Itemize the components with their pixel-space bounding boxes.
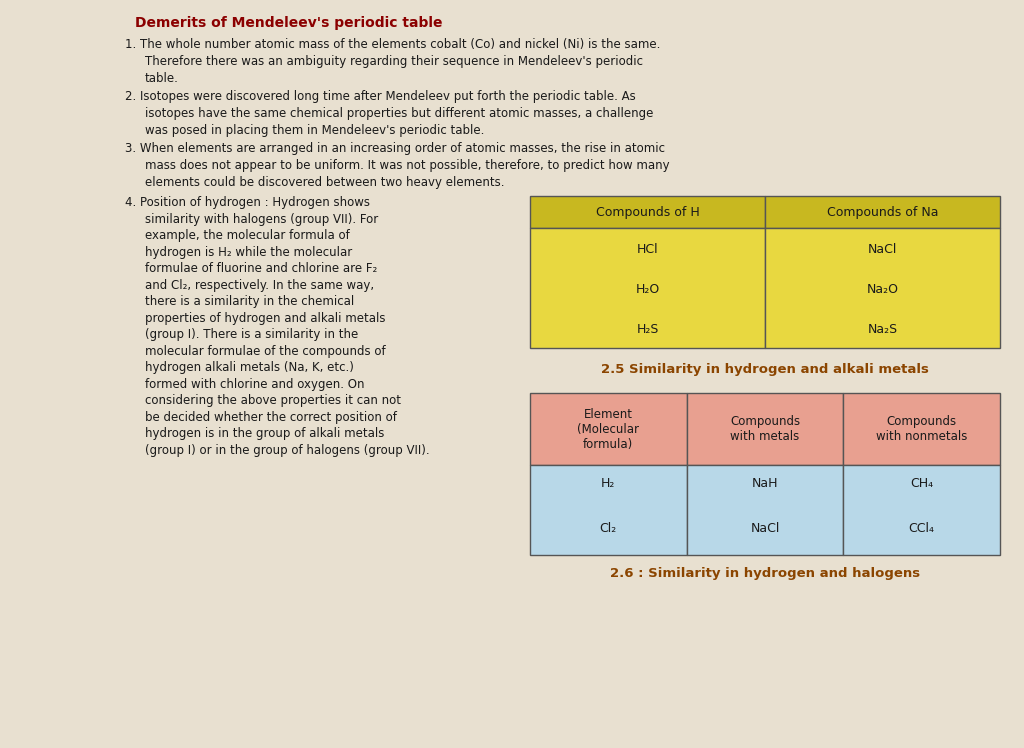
Text: properties of hydrogen and alkali metals: properties of hydrogen and alkali metals <box>145 311 385 325</box>
Text: Compounds of Na: Compounds of Na <box>826 206 938 218</box>
Text: CCl₄: CCl₄ <box>908 522 935 535</box>
FancyBboxPatch shape <box>530 196 765 228</box>
FancyBboxPatch shape <box>687 393 844 465</box>
Text: Therefore there was an ambiguity regarding their sequence in Mendeleev's periodi: Therefore there was an ambiguity regardi… <box>145 55 643 68</box>
Text: Demerits of Mendeleev's periodic table: Demerits of Mendeleev's periodic table <box>135 16 442 30</box>
Text: 2. Isotopes were discovered long time after Mendeleev put forth the periodic tab: 2. Isotopes were discovered long time af… <box>125 90 636 103</box>
FancyBboxPatch shape <box>530 228 765 348</box>
Text: mass does not appear to be uniform. It was not possible, therefore, to predict h: mass does not appear to be uniform. It w… <box>145 159 670 172</box>
Text: Compounds
with metals: Compounds with metals <box>730 415 800 443</box>
FancyBboxPatch shape <box>844 393 1000 465</box>
Text: 2.5 Similarity in hydrogen and alkali metals: 2.5 Similarity in hydrogen and alkali me… <box>601 363 929 376</box>
Text: (group I). There is a similarity in the: (group I). There is a similarity in the <box>145 328 358 341</box>
Text: Cl₂: Cl₂ <box>600 522 616 535</box>
Text: H₂: H₂ <box>601 477 615 490</box>
Text: isotopes have the same chemical properties but different atomic masses, a challe: isotopes have the same chemical properti… <box>145 107 653 120</box>
Text: NaH: NaH <box>752 477 778 490</box>
Text: hydrogen is H₂ while the molecular: hydrogen is H₂ while the molecular <box>145 245 352 259</box>
Text: was posed in placing them in Mendeleev's periodic table.: was posed in placing them in Mendeleev's… <box>145 124 484 137</box>
FancyBboxPatch shape <box>530 465 687 555</box>
Text: there is a similarity in the chemical: there is a similarity in the chemical <box>145 295 354 308</box>
Text: formed with chlorine and oxygen. On: formed with chlorine and oxygen. On <box>145 378 365 390</box>
FancyBboxPatch shape <box>530 393 687 465</box>
Text: example, the molecular formula of: example, the molecular formula of <box>145 229 350 242</box>
Text: hydrogen alkali metals (Na, K, etc.): hydrogen alkali metals (Na, K, etc.) <box>145 361 354 374</box>
Text: Na₂O: Na₂O <box>866 283 898 296</box>
FancyBboxPatch shape <box>844 465 1000 555</box>
Text: CH₄: CH₄ <box>910 477 933 490</box>
Text: 4. Position of hydrogen : Hydrogen shows: 4. Position of hydrogen : Hydrogen shows <box>125 196 370 209</box>
Text: Element
(Molecular
formula): Element (Molecular formula) <box>578 408 639 450</box>
FancyBboxPatch shape <box>765 228 1000 348</box>
Text: 3. When elements are arranged in an increasing order of atomic masses, the rise : 3. When elements are arranged in an incr… <box>125 142 665 155</box>
FancyBboxPatch shape <box>687 465 844 555</box>
Text: elements could be discovered between two heavy elements.: elements could be discovered between two… <box>145 176 505 189</box>
Text: and Cl₂, respectively. In the same way,: and Cl₂, respectively. In the same way, <box>145 278 374 292</box>
FancyBboxPatch shape <box>765 196 1000 228</box>
Text: Na₂S: Na₂S <box>867 323 898 336</box>
Text: molecular formulae of the compounds of: molecular formulae of the compounds of <box>145 345 386 358</box>
Text: formulae of fluorine and chlorine are F₂: formulae of fluorine and chlorine are F₂ <box>145 262 377 275</box>
Text: table.: table. <box>145 72 179 85</box>
Text: considering the above properties it can not: considering the above properties it can … <box>145 394 401 407</box>
Text: hydrogen is in the group of alkali metals: hydrogen is in the group of alkali metal… <box>145 427 384 440</box>
Text: 1. The whole number atomic mass of the elements cobalt (Co) and nickel (Ni) is t: 1. The whole number atomic mass of the e… <box>125 38 660 51</box>
Text: be decided whether the correct position of: be decided whether the correct position … <box>145 411 397 423</box>
Text: similarity with halogens (group VII). For: similarity with halogens (group VII). Fo… <box>145 212 378 225</box>
Text: HCl: HCl <box>637 243 658 256</box>
Text: NaCl: NaCl <box>867 243 897 256</box>
Text: Compounds of H: Compounds of H <box>596 206 699 218</box>
Text: H₂S: H₂S <box>636 323 658 336</box>
Text: (group I) or in the group of halogens (group VII).: (group I) or in the group of halogens (g… <box>145 444 430 456</box>
Text: Compounds
with nonmetals: Compounds with nonmetals <box>876 415 968 443</box>
Text: NaCl: NaCl <box>751 522 779 535</box>
Text: H₂O: H₂O <box>635 283 659 296</box>
Text: 2.6 : Similarity in hydrogen and halogens: 2.6 : Similarity in hydrogen and halogen… <box>610 567 920 580</box>
